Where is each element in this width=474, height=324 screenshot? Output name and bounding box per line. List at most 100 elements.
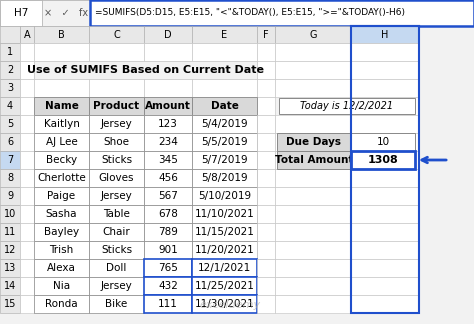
Bar bbox=[34, 151, 89, 169]
Bar bbox=[351, 151, 415, 169]
Text: 10: 10 bbox=[4, 209, 16, 219]
Bar bbox=[192, 79, 257, 97]
Bar bbox=[20, 259, 34, 277]
Bar bbox=[257, 26, 275, 43]
Bar bbox=[144, 169, 192, 187]
Bar bbox=[275, 115, 351, 133]
Bar bbox=[0, 241, 20, 259]
Text: 5: 5 bbox=[7, 119, 13, 129]
Bar bbox=[0, 259, 20, 277]
Bar bbox=[20, 187, 34, 205]
Bar bbox=[20, 241, 34, 259]
Text: Date: Date bbox=[210, 101, 238, 111]
Bar bbox=[192, 277, 257, 295]
Text: 15: 15 bbox=[4, 299, 16, 309]
Text: Shoe: Shoe bbox=[103, 137, 129, 147]
Text: 13: 13 bbox=[4, 263, 16, 273]
Text: exceldemy: exceldemy bbox=[200, 300, 261, 310]
Bar bbox=[257, 277, 275, 295]
Bar bbox=[34, 205, 89, 223]
Text: H: H bbox=[381, 29, 389, 40]
Bar bbox=[275, 43, 351, 61]
Bar bbox=[257, 187, 275, 205]
Bar bbox=[34, 61, 257, 79]
Bar bbox=[275, 133, 351, 151]
Text: =SUMIFS(D5:D15, E5:E15, "<"&TODAY(), E5:E15, ">="&TODAY()-H6): =SUMIFS(D5:D15, E5:E15, "<"&TODAY(), E5:… bbox=[95, 8, 405, 17]
Text: Cherlotte: Cherlotte bbox=[37, 173, 86, 183]
Bar bbox=[351, 26, 419, 313]
Bar bbox=[192, 187, 257, 205]
Text: 765: 765 bbox=[158, 263, 178, 273]
Bar bbox=[351, 205, 419, 223]
Text: Chair: Chair bbox=[103, 227, 130, 237]
Text: Name: Name bbox=[45, 101, 78, 111]
Text: 5/4/2019: 5/4/2019 bbox=[201, 119, 248, 129]
Text: 14: 14 bbox=[4, 281, 16, 291]
Bar bbox=[89, 187, 144, 205]
Bar bbox=[275, 259, 351, 277]
Bar bbox=[0, 79, 20, 97]
Text: 5/5/2019: 5/5/2019 bbox=[201, 137, 248, 147]
Bar bbox=[144, 187, 192, 205]
Bar bbox=[275, 61, 351, 79]
Text: 901: 901 bbox=[158, 245, 178, 255]
Text: Due Days: Due Days bbox=[286, 137, 341, 147]
Bar bbox=[89, 205, 144, 223]
Bar bbox=[144, 43, 192, 61]
Text: Product: Product bbox=[93, 101, 139, 111]
Bar bbox=[20, 43, 34, 61]
Bar bbox=[257, 169, 275, 187]
Text: 12/1/2021: 12/1/2021 bbox=[198, 263, 251, 273]
Text: 5/8/2019: 5/8/2019 bbox=[201, 173, 248, 183]
Text: F: F bbox=[263, 29, 269, 40]
Bar bbox=[351, 223, 419, 241]
Text: A: A bbox=[24, 29, 30, 40]
Bar bbox=[275, 187, 351, 205]
Bar bbox=[275, 241, 351, 259]
Bar bbox=[34, 277, 89, 295]
Text: 123: 123 bbox=[158, 119, 178, 129]
Bar bbox=[0, 205, 20, 223]
Text: Trish: Trish bbox=[49, 245, 73, 255]
Text: Ronda: Ronda bbox=[45, 299, 78, 309]
Bar bbox=[34, 79, 89, 97]
Text: Alexa: Alexa bbox=[47, 263, 76, 273]
Bar bbox=[34, 26, 89, 43]
Bar bbox=[257, 151, 275, 169]
Bar bbox=[20, 97, 34, 115]
Bar bbox=[89, 169, 144, 187]
Bar bbox=[351, 259, 419, 277]
Bar bbox=[89, 26, 144, 43]
Bar bbox=[192, 133, 257, 151]
Bar bbox=[0, 295, 20, 313]
Bar bbox=[0, 277, 20, 295]
Bar bbox=[89, 133, 144, 151]
Text: 111: 111 bbox=[158, 299, 178, 309]
Bar bbox=[351, 133, 415, 151]
Text: Bike: Bike bbox=[105, 299, 128, 309]
Bar bbox=[275, 79, 351, 97]
Bar bbox=[34, 115, 89, 133]
Text: 7: 7 bbox=[7, 155, 13, 165]
Bar bbox=[144, 205, 192, 223]
Bar bbox=[277, 151, 351, 169]
Bar bbox=[257, 133, 275, 151]
Bar bbox=[351, 169, 419, 187]
Text: Becky: Becky bbox=[46, 155, 77, 165]
Bar bbox=[89, 277, 144, 295]
Bar bbox=[192, 295, 257, 313]
Bar bbox=[351, 241, 419, 259]
Bar bbox=[20, 61, 34, 79]
Bar bbox=[257, 259, 275, 277]
Text: 1: 1 bbox=[7, 47, 13, 57]
Bar bbox=[144, 133, 192, 151]
Text: Amount: Amount bbox=[145, 101, 191, 111]
Text: 789: 789 bbox=[158, 227, 178, 237]
Bar bbox=[192, 259, 257, 277]
Bar bbox=[90, 0, 474, 26]
Bar bbox=[0, 61, 20, 79]
Bar bbox=[34, 97, 89, 115]
Bar bbox=[20, 223, 34, 241]
Bar bbox=[34, 295, 89, 313]
Bar bbox=[257, 115, 275, 133]
